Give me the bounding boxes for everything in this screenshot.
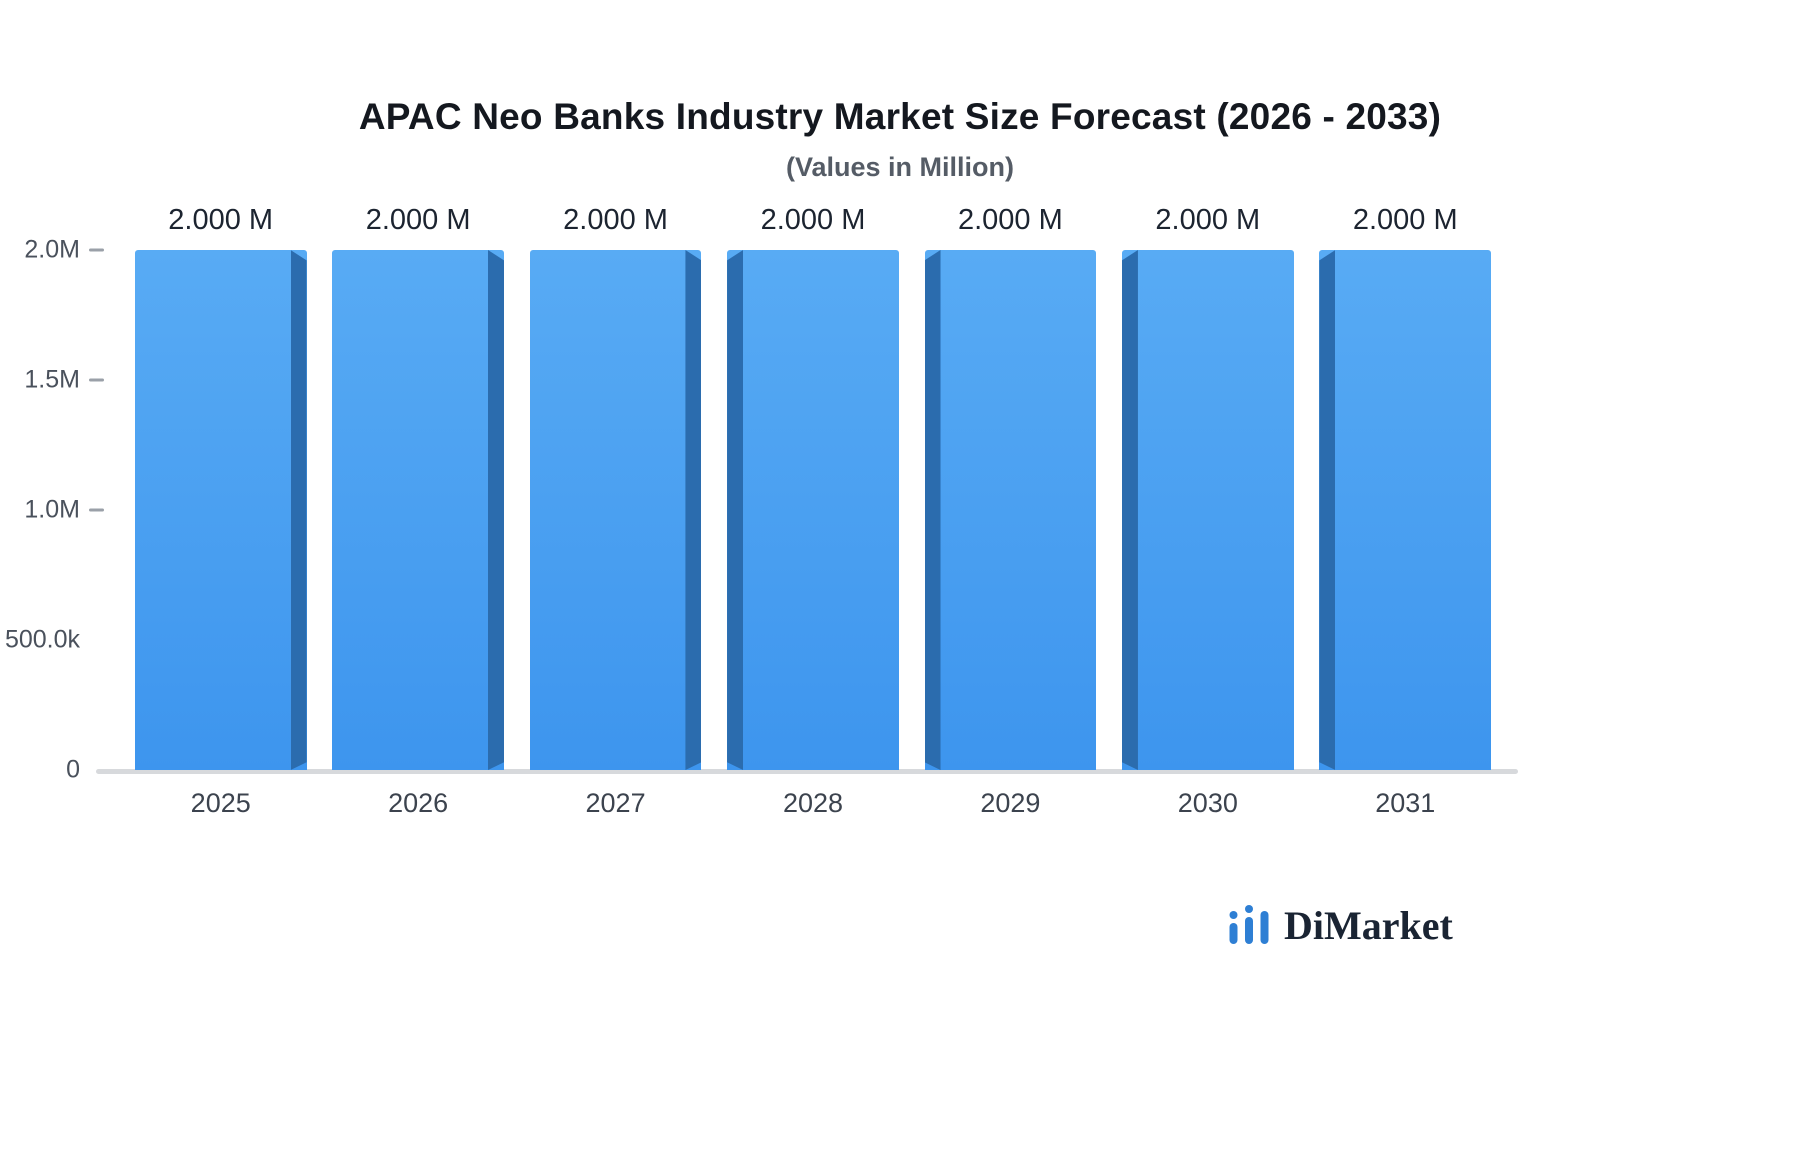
bar-face — [1121, 250, 1294, 770]
y-tick-0: 0 — [66, 756, 104, 785]
bar-value-label: 2.000 M — [957, 204, 1063, 236]
bar-face — [332, 250, 504, 770]
bar-side-shade — [727, 250, 744, 770]
bar-face — [1319, 250, 1492, 770]
bar-slot: 2.000 M — [1307, 204, 1504, 770]
y-tick-label: 500.0k — [4, 625, 80, 654]
dimarket-logo-text: DiMarket — [1284, 903, 1453, 948]
dimarket-logo-icon — [1229, 905, 1269, 944]
bar-side-shade — [1319, 250, 1336, 770]
x-axis-label-2027: 2027 — [585, 788, 646, 818]
plot-area: 2.000 M 2.000 M 2.000 M 2.000 M 2.000 M 2.000… — [96, 204, 1518, 818]
y-tick-label: 1.5M — [24, 365, 80, 394]
bar-2025: 2.000 M — [134, 204, 307, 770]
y-tick-2.0M: 2.0M — [24, 236, 104, 265]
y-tick-label: 0 — [66, 755, 80, 784]
x-axis-label-2031: 2031 — [1375, 788, 1436, 818]
x-axis-line — [96, 769, 1518, 774]
bar-2029: 2.000 M — [924, 204, 1097, 770]
bar-2031: 2.000 M — [1319, 204, 1492, 770]
y-tick-label: 2.0M — [24, 235, 80, 264]
x-axis-labels: 2025 2026 2027 2028 2029 2030 2031 — [112, 788, 1514, 819]
bar-slot: 2.000 M — [912, 204, 1109, 770]
bar-2028: 2.000 M — [727, 204, 899, 770]
y-tick-1.5M: 1.5M — [24, 366, 104, 395]
bar-2030: 2.000 M — [1121, 204, 1294, 770]
bar-face — [727, 250, 899, 770]
x-axis-label-2030: 2030 — [1177, 788, 1238, 818]
bar-side-shade — [924, 250, 941, 770]
bar-slot: 2.000 M — [517, 204, 714, 770]
bar-value-label: 2.000 M — [563, 204, 668, 236]
bar-face — [529, 250, 702, 770]
x-axis-label-2028: 2028 — [782, 788, 844, 818]
chart-subtitle: (Values in Million) — [785, 152, 1015, 182]
bar-value-label: 2.000 M — [168, 204, 274, 236]
bar-side-shade — [685, 250, 702, 770]
y-tick-500.0k: 500.0k — [5, 626, 104, 655]
bar-side-shade — [1121, 250, 1138, 770]
bar-2026: 2.000 M — [332, 204, 504, 770]
y-axis: 2.0M 1.5M 1.0M 500.0k 0 — [0, 236, 104, 784]
bar-series: 2.000 M 2.000 M 2.000 M 2.000 M 2.000 M 2.000… — [112, 204, 1514, 770]
x-axis-label-2025: 2025 — [190, 788, 251, 818]
x-axis-label-2029: 2029 — [980, 788, 1041, 818]
bar-slot: 2.000 M — [122, 204, 319, 770]
y-tick-mark — [89, 248, 104, 252]
y-tick-mark — [89, 508, 104, 512]
chart-title: APAC Neo Banks Industry Market Size Fore… — [358, 96, 1442, 137]
bar-value-label: 2.000 M — [760, 204, 866, 236]
bar-side-shade — [290, 250, 307, 770]
bar-side-shade — [488, 250, 504, 770]
bar-face — [924, 250, 1097, 770]
bar-slot: 2.000 M — [319, 204, 516, 770]
bar-2027: 2.000 M — [529, 204, 702, 770]
y-tick-mark — [89, 378, 104, 382]
y-tick-label: 1.0M — [24, 495, 80, 524]
bar-value-label: 2.000 M — [1352, 204, 1458, 236]
bar-face — [134, 250, 307, 770]
dimarket-logo: DiMarket — [1226, 902, 1453, 948]
x-axis-label-2026: 2026 — [388, 788, 449, 818]
bar-value-label: 2.000 M — [365, 204, 471, 236]
y-tick-1.0M: 1.0M — [24, 496, 104, 525]
bar-value-label: 2.000 M — [1155, 204, 1261, 236]
bar-slot: 2.000 M — [1109, 204, 1306, 770]
bar-slot: 2.000 M — [714, 204, 911, 770]
